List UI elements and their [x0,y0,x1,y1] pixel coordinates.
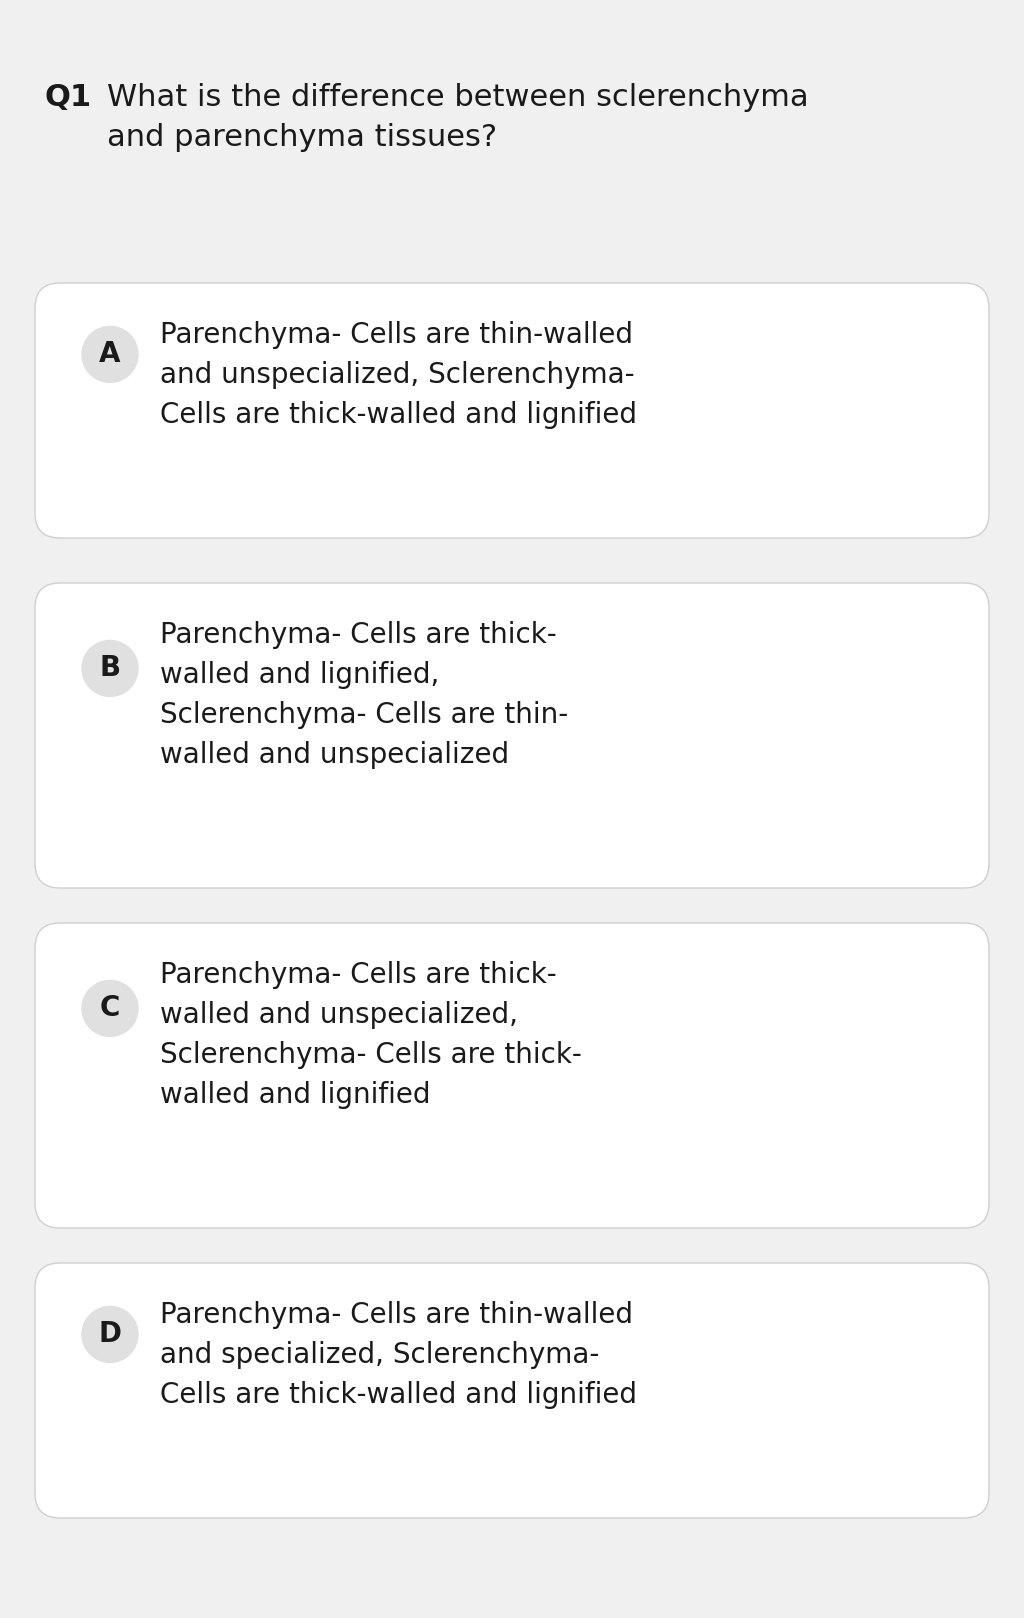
Text: Parenchyma- Cells are thick-
walled and unspecialized,
Sclerenchyma- Cells are t: Parenchyma- Cells are thick- walled and … [160,961,582,1110]
Text: Parenchyma- Cells are thick-
walled and lignified,
Sclerenchyma- Cells are thin-: Parenchyma- Cells are thick- walled and … [160,621,568,769]
FancyBboxPatch shape [35,582,989,888]
Text: Parenchyma- Cells are thin-walled
and unspecialized, Sclerenchyma-
Cells are thi: Parenchyma- Cells are thin-walled and un… [160,320,637,429]
Text: A: A [99,340,121,369]
Text: Q1: Q1 [45,83,92,112]
FancyBboxPatch shape [35,922,989,1228]
FancyBboxPatch shape [35,283,989,539]
Text: C: C [99,995,120,1023]
Text: Parenchyma- Cells are thin-walled
and specialized, Sclerenchyma-
Cells are thick: Parenchyma- Cells are thin-walled and sp… [160,1301,637,1409]
Text: B: B [99,654,121,683]
Circle shape [82,641,138,696]
Circle shape [82,327,138,382]
Circle shape [82,981,138,1037]
Circle shape [82,1306,138,1362]
Text: D: D [98,1320,122,1348]
FancyBboxPatch shape [35,1264,989,1518]
Text: What is the difference between sclerenchyma
and parenchyma tissues?: What is the difference between sclerench… [106,83,809,152]
